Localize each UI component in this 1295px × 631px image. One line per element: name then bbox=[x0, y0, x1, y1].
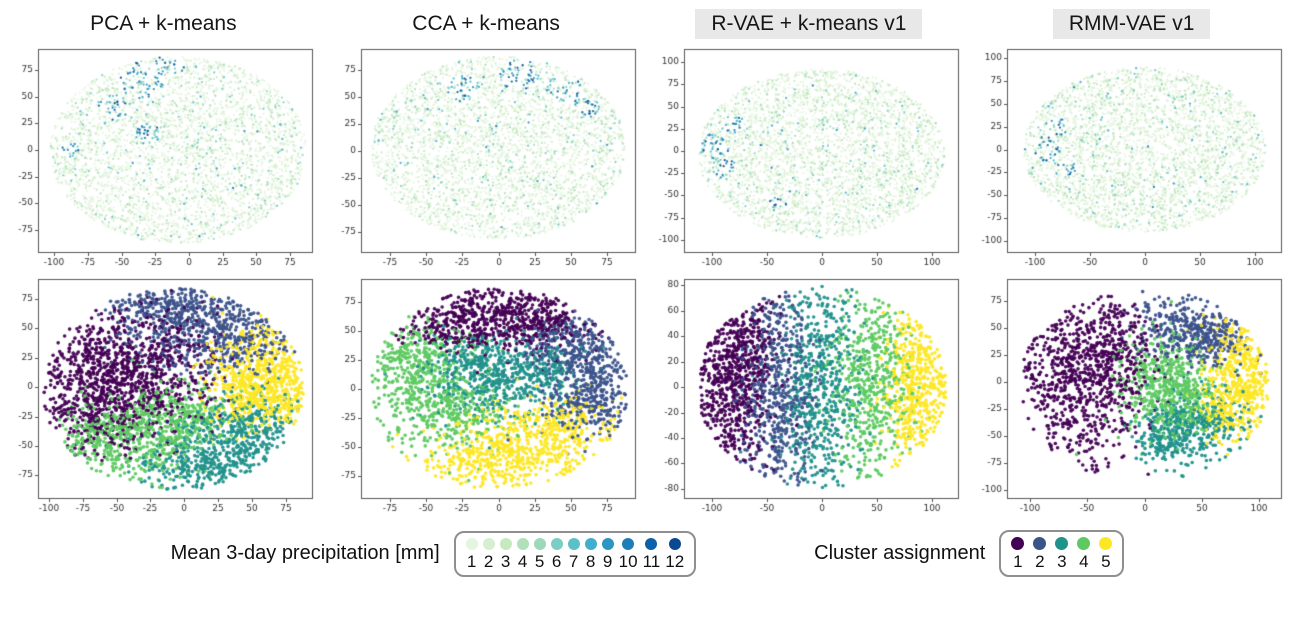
legend-value: 4 bbox=[517, 551, 528, 571]
legend-value: 3 bbox=[1057, 552, 1067, 571]
precip-legend-label: Mean 3-day precipitation [mm] bbox=[170, 542, 440, 564]
legend-dot bbox=[584, 537, 597, 550]
precipitation-row bbox=[0, 42, 1295, 272]
legend-dot bbox=[1033, 537, 1047, 550]
legend-value: 1 bbox=[1013, 552, 1023, 571]
cluster-legend-label: Cluster assignment bbox=[814, 542, 986, 564]
legend-dot bbox=[550, 537, 563, 550]
legend-value: 1 bbox=[466, 551, 477, 571]
scatter-panel-cca-precip bbox=[330, 44, 643, 270]
legend-value: 5 bbox=[534, 551, 545, 571]
scatter-panel-rmmvae-cluster bbox=[975, 274, 1288, 516]
scatter-panel-cca-cluster bbox=[330, 274, 643, 516]
legend-entry: 7 bbox=[567, 537, 580, 571]
legend-entry: 1 bbox=[1011, 537, 1025, 571]
legend-dot bbox=[533, 537, 546, 550]
legend-entry: 6 bbox=[550, 537, 563, 571]
legend-entry: 3 bbox=[1055, 537, 1069, 571]
legend-dot bbox=[668, 537, 681, 550]
scatter-panel-rvae-precip bbox=[652, 44, 965, 270]
legend-dot bbox=[622, 537, 635, 550]
column-titles: PCA + k-means CCA + k-means R-VAE + k-me… bbox=[0, 6, 1295, 42]
legend-entry: 2 bbox=[482, 537, 495, 571]
legend-entry: 4 bbox=[1077, 537, 1091, 571]
scatter-panel-pca-precip bbox=[7, 44, 320, 270]
legend-entry: 5 bbox=[1099, 537, 1113, 571]
legend-entry: 9 bbox=[601, 537, 614, 571]
legend-entry: 8 bbox=[584, 537, 597, 571]
legend-dot bbox=[499, 537, 512, 550]
legend-entry: 2 bbox=[1033, 537, 1047, 571]
legend-dot bbox=[516, 537, 529, 550]
legend-value: 5 bbox=[1101, 552, 1111, 571]
legend-entry: 12 bbox=[665, 537, 685, 571]
column-title-rvae: R-VAE + k-means v1 bbox=[695, 9, 923, 39]
precip-legend-box: 1 2 3 4 5 6 7 8 9 10 11 12 bbox=[453, 530, 697, 577]
legend-entry: 10 bbox=[618, 537, 638, 571]
legend-entry: 4 bbox=[516, 537, 529, 571]
scatter-panel-rmmvae-precip bbox=[975, 44, 1288, 270]
legend-value: 7 bbox=[568, 551, 579, 571]
legend-entry: 5 bbox=[533, 537, 546, 571]
legend-value: 10 bbox=[618, 551, 638, 571]
legend-value: 8 bbox=[585, 551, 596, 571]
legend-value: 2 bbox=[1035, 552, 1045, 571]
legend-dot bbox=[482, 537, 495, 550]
legend-value: 12 bbox=[665, 551, 685, 571]
legend-value: 3 bbox=[500, 551, 511, 571]
legend-dot bbox=[567, 537, 580, 550]
column-title-pca: PCA + k-means bbox=[90, 12, 237, 35]
scatter-panel-rvae-cluster bbox=[652, 274, 965, 516]
legend-value: 4 bbox=[1079, 552, 1089, 571]
legend-entry: 11 bbox=[642, 537, 661, 571]
scatter-panel-pca-cluster bbox=[7, 274, 320, 516]
legend-value: 11 bbox=[642, 551, 661, 571]
legend-dot bbox=[1077, 537, 1091, 550]
legend-dot bbox=[1011, 537, 1025, 550]
legend-value: 2 bbox=[483, 551, 494, 571]
legend-value: 6 bbox=[551, 551, 562, 571]
legend-entry: 1 bbox=[465, 537, 478, 571]
cluster-row bbox=[0, 272, 1295, 518]
column-title-rmmvae: RMM-VAE v1 bbox=[1052, 9, 1211, 39]
legend-value: 9 bbox=[602, 551, 613, 571]
legend-dot bbox=[601, 537, 614, 550]
legend-dot bbox=[1099, 537, 1113, 550]
column-title-cca: CCA + k-means bbox=[412, 12, 560, 35]
legend-dot bbox=[645, 537, 658, 550]
legend-dot bbox=[1055, 537, 1069, 550]
legend-entry: 3 bbox=[499, 537, 512, 571]
legend-dot bbox=[465, 537, 478, 550]
